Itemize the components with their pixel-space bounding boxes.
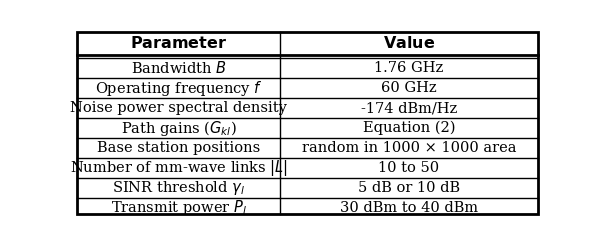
Text: random in 1000 × 1000 area: random in 1000 × 1000 area xyxy=(302,141,516,155)
Text: Operating frequency $f$: Operating frequency $f$ xyxy=(95,79,262,98)
Text: $\mathbf{Parameter}$: $\mathbf{Parameter}$ xyxy=(130,35,227,52)
Text: SINR threshold $\gamma_l$: SINR threshold $\gamma_l$ xyxy=(112,179,245,197)
Text: Noise power spectral density: Noise power spectral density xyxy=(70,101,287,115)
Text: 10 to 50: 10 to 50 xyxy=(378,161,439,175)
Text: $\mathbf{Value}$: $\mathbf{Value}$ xyxy=(383,35,435,52)
Text: 60 GHz: 60 GHz xyxy=(381,81,437,95)
Text: 1.76 GHz: 1.76 GHz xyxy=(374,61,443,75)
Text: 30 dBm to 40 dBm: 30 dBm to 40 dBm xyxy=(340,201,478,215)
Text: Number of mm-wave links $|L|$: Number of mm-wave links $|L|$ xyxy=(70,158,287,178)
Text: 5 dB or 10 dB: 5 dB or 10 dB xyxy=(358,181,460,195)
Text: Transmit power $P_l$: Transmit power $P_l$ xyxy=(110,198,247,217)
Text: Equation (2): Equation (2) xyxy=(362,121,455,135)
Text: Path gains ($G_{kl}$): Path gains ($G_{kl}$) xyxy=(121,119,236,138)
Text: Bandwidth $B$: Bandwidth $B$ xyxy=(131,60,227,76)
Text: Base station positions: Base station positions xyxy=(97,141,260,155)
Text: -174 dBm/Hz: -174 dBm/Hz xyxy=(361,101,457,115)
